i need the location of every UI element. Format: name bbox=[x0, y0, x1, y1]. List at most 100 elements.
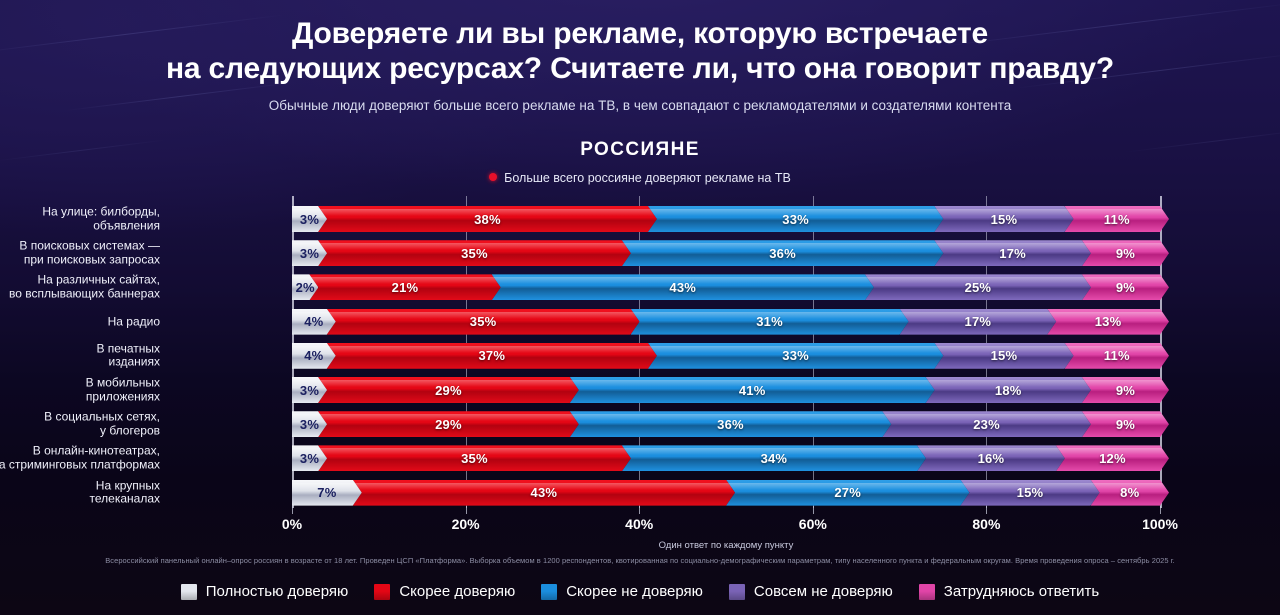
bar-segment: 4% bbox=[292, 309, 336, 335]
x-axis-tickmark bbox=[812, 506, 814, 514]
bar-segment: 11% bbox=[1065, 206, 1169, 232]
category-label-line: В печатных bbox=[96, 341, 160, 356]
bar-segment-value: 11% bbox=[1103, 211, 1130, 227]
bar-segment-value: 3% bbox=[299, 416, 320, 432]
section-title: РОССИЯНЕ bbox=[580, 139, 700, 160]
category-label: На улице: билборды, объявления bbox=[0, 205, 160, 233]
legend-swatch bbox=[541, 583, 558, 600]
bar-segment: 7% bbox=[292, 480, 362, 506]
bar-segment-value: 7% bbox=[317, 485, 337, 501]
category-label: В мобильных приложениях bbox=[0, 375, 160, 404]
bar-segment-value: 29% bbox=[435, 416, 462, 432]
category-label-line: На различных сайтах, bbox=[37, 272, 160, 287]
bar-segment: 15% bbox=[960, 480, 1099, 506]
category-label-line: телеканалах bbox=[89, 491, 160, 506]
category-label: В социальных сетях, у блогеров bbox=[0, 409, 160, 438]
bar-segment: 23% bbox=[882, 411, 1091, 437]
bar-segment-value: 12% bbox=[1099, 450, 1126, 466]
category-label: На различных сайтах, во всплывающих банне… bbox=[0, 272, 160, 301]
legend-item[interactable]: Совсем не доверяю bbox=[728, 583, 893, 600]
category-label-line: объявления bbox=[93, 218, 160, 232]
bar-segment: 35% bbox=[318, 445, 631, 471]
page-subtitle: Обычные люди доверяют больше всего рекла… bbox=[268, 98, 1012, 113]
bar-segment-value: 17% bbox=[964, 314, 992, 330]
bar-segment: 4% bbox=[292, 343, 336, 369]
bar-segment-value: 29% bbox=[435, 382, 462, 398]
chart-row: В печатных изданиях 4% 37% 33% 15% 11% bbox=[96, 342, 1160, 369]
x-axis-tickmark bbox=[639, 506, 641, 514]
bar-segment: 43% bbox=[353, 480, 735, 506]
legend-item[interactable]: Скорее не доверяю bbox=[541, 583, 703, 600]
bar-segment-value: 18% bbox=[994, 382, 1022, 398]
bar-segment-value: 35% bbox=[461, 245, 488, 261]
bar-segment-value: 4% bbox=[304, 314, 324, 330]
bar-segment: 18% bbox=[926, 377, 1091, 403]
x-axis-tick-label: 80% bbox=[972, 516, 1001, 532]
category-label: В поисковых системах — при поисковых запр… bbox=[0, 238, 160, 267]
category-label-line: В социальных сетях, bbox=[44, 409, 160, 424]
x-axis-tickmark bbox=[986, 506, 988, 514]
category-label-line: изданиях bbox=[108, 354, 160, 369]
chart-row: В поисковых системах — при поисковых запр… bbox=[19, 239, 1160, 266]
chart-row: На улице: билборды, объявления 3% 38% 33% 15%… bbox=[42, 205, 1160, 232]
bar-segment-value: 13% bbox=[1094, 314, 1122, 330]
bar-segment-value: 15% bbox=[990, 348, 1018, 364]
bar-segment-value: 8% bbox=[1120, 485, 1140, 501]
category-label-line: На крупных bbox=[95, 478, 160, 493]
legend-item[interactable]: Скорее доверяю bbox=[374, 583, 515, 600]
category-label-line: во всплывающих баннерах bbox=[9, 286, 160, 301]
bar-segment-value: 37% bbox=[478, 348, 506, 364]
legend-swatch bbox=[728, 583, 745, 600]
bar-segment: 35% bbox=[318, 240, 631, 266]
bar-segment: 21% bbox=[309, 274, 500, 300]
bar-segment: 29% bbox=[318, 377, 579, 403]
bar-segment-value: 43% bbox=[669, 279, 697, 295]
bar-segment-value: 9% bbox=[1115, 245, 1136, 261]
category-label-line: приложениях bbox=[85, 389, 160, 403]
chart-row: На крупных телеканалах 7% 43% 27% 15% 8% bbox=[90, 479, 1160, 506]
page-title-line-1: Доверяете ли вы рекламе, которую встреча… bbox=[291, 17, 989, 50]
x-axis-tick-label: 20% bbox=[451, 516, 480, 532]
category-label-line: на стриминговых платформах bbox=[0, 457, 160, 472]
bar-segment-value: 34% bbox=[760, 450, 788, 466]
x-axis-tick-label: 0% bbox=[281, 516, 303, 532]
bar-segment-value: 21% bbox=[391, 279, 419, 295]
bar-segment: 35% bbox=[327, 309, 640, 335]
bar-segment-value: 38% bbox=[474, 211, 501, 227]
bar-segment-value: 3% bbox=[299, 211, 320, 227]
category-label-line: В поисковых системах — bbox=[19, 238, 160, 253]
bar-segment-value: 2% bbox=[295, 279, 315, 295]
legend-item[interactable]: Полностью доверяю bbox=[180, 583, 348, 600]
bar-segment: 15% bbox=[934, 206, 1073, 232]
bar-segment-value: 23% bbox=[973, 416, 1000, 432]
bar-segment-value: 33% bbox=[782, 348, 809, 364]
x-axis-tickmark bbox=[292, 506, 293, 514]
bar-segment: 33% bbox=[648, 206, 943, 232]
bar-segment: 13% bbox=[1047, 309, 1169, 335]
bar-segment: 43% bbox=[492, 274, 874, 300]
bar-segment-value: 35% bbox=[469, 314, 497, 330]
bar-segment-value: 41% bbox=[738, 382, 766, 398]
bar-segment: 3% bbox=[292, 377, 327, 403]
bar-segment: 36% bbox=[622, 240, 943, 266]
bar-segment-value: 4% bbox=[304, 348, 324, 364]
page-title: Доверяете ли вы рекламе, которую встреча… bbox=[0, 16, 1280, 86]
legend-label: Скорее не доверяю bbox=[566, 583, 703, 600]
bar-segment-value: 36% bbox=[717, 416, 744, 432]
bar-segment-value: 31% bbox=[756, 314, 783, 330]
legend-item[interactable]: Затрудняюсь ответить bbox=[918, 583, 1100, 600]
bar-segment-value: 9% bbox=[1115, 382, 1136, 398]
chart-row: На различных сайтах, во всплывающих банне… bbox=[9, 273, 1160, 300]
legend-swatch bbox=[918, 583, 935, 600]
chart-row: В мобильных приложениях 3% 29% 41% 18% 9% bbox=[86, 376, 1160, 403]
x-axis-tick-label: 60% bbox=[798, 516, 827, 532]
bar-segment: 8% bbox=[1091, 480, 1169, 506]
chart-plot-area: На улице: билборды, объявления 3% 38% 33% 15%… bbox=[0, 196, 1160, 508]
bar-segment-value: 17% bbox=[999, 245, 1026, 261]
bullet-dot-icon bbox=[489, 173, 498, 181]
bar-segment-value: 33% bbox=[782, 211, 809, 227]
bar-segment-value: 35% bbox=[461, 450, 488, 466]
category-label: На крупных телеканалах bbox=[0, 479, 160, 506]
category-label-line: В мобильных bbox=[85, 375, 160, 390]
legend-label: Затрудняюсь ответить bbox=[943, 583, 1100, 600]
